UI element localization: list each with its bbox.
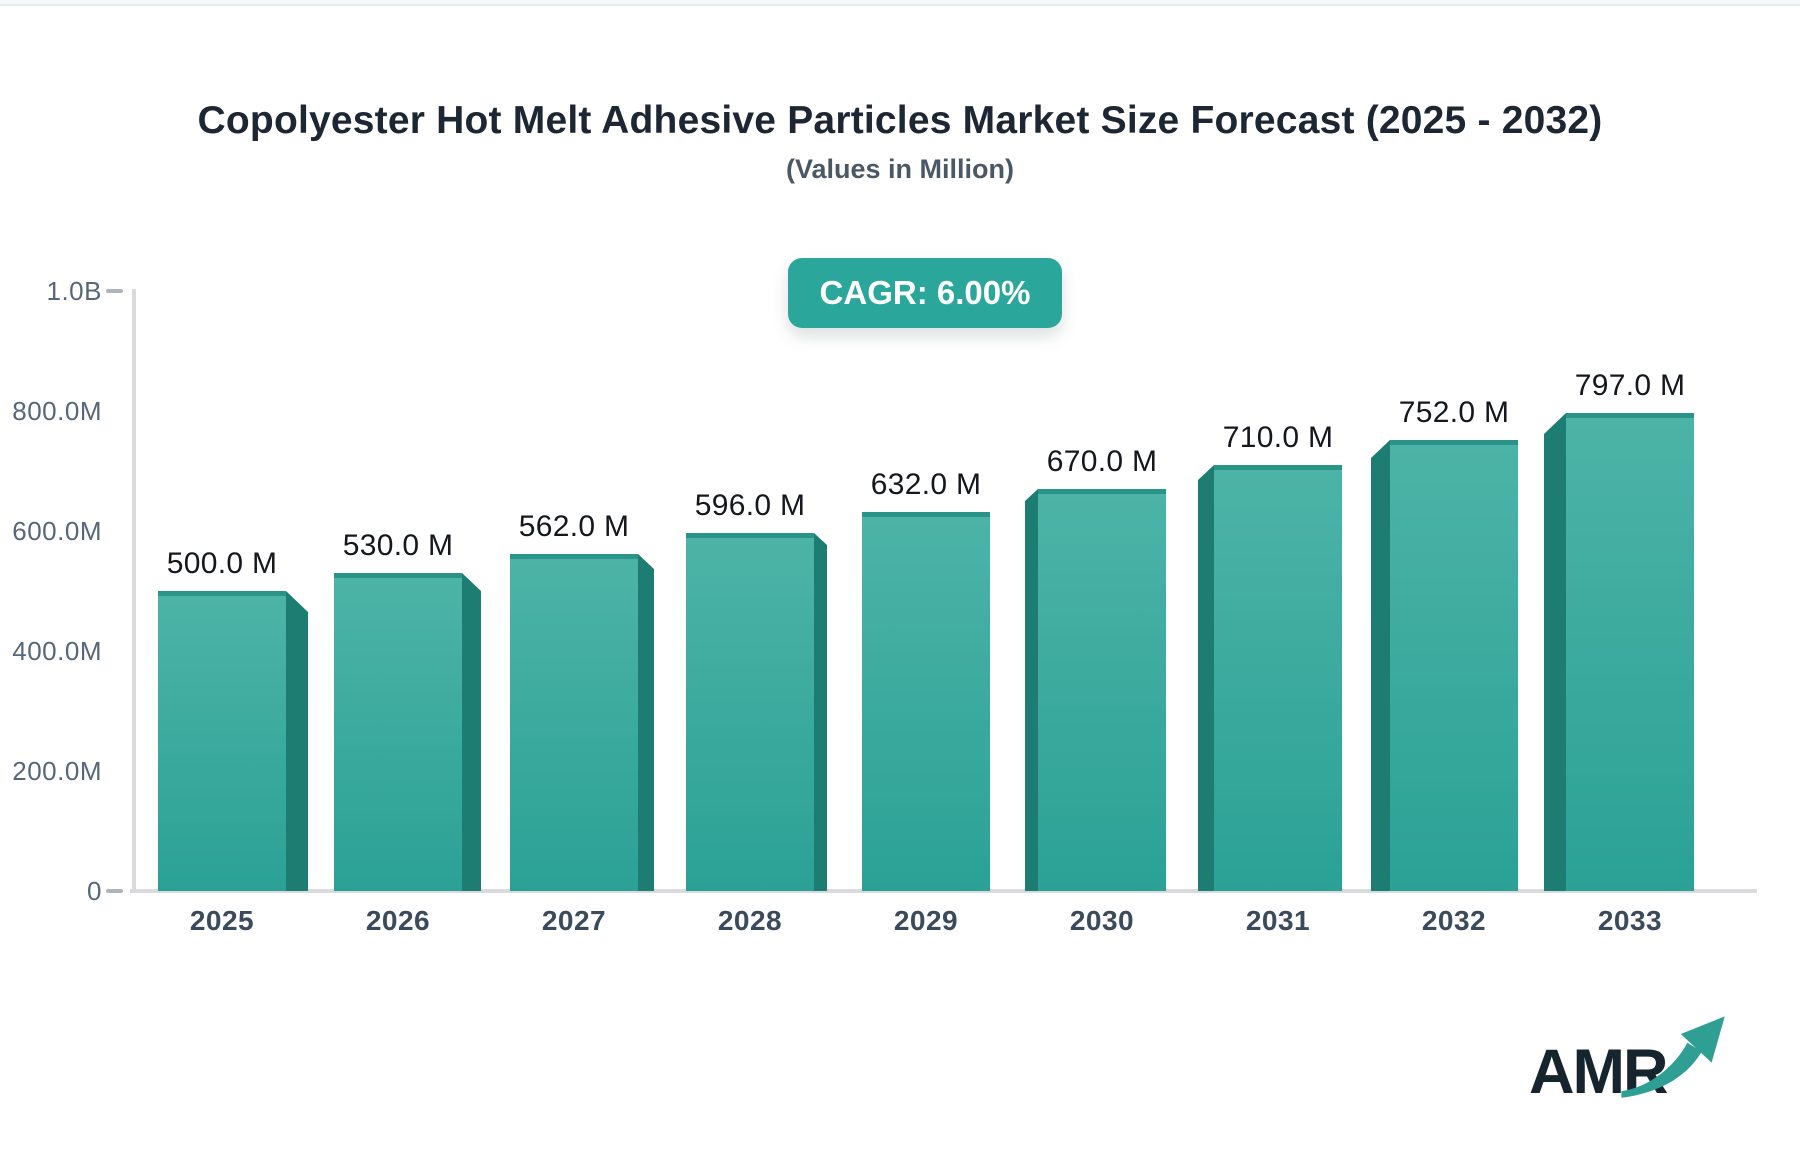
x-tick-label: 2029 (893, 905, 959, 936)
x-tick-label: 2025 (189, 905, 255, 936)
bar-2027[interactable] (510, 554, 638, 891)
bar-2030[interactable] (1038, 489, 1166, 891)
bar-2026[interactable] (334, 573, 462, 891)
amr-logo-text: AMR (1529, 1037, 1668, 1107)
bar-value-label: 596.0 M (694, 489, 806, 522)
bar-value-label: 530.0 M (342, 529, 454, 562)
x-tick-label: 2026 (365, 905, 431, 936)
y-tick-mark (106, 889, 123, 893)
x-tick-label: 2033 (1597, 905, 1663, 936)
bar-side-face (638, 554, 654, 891)
bar-side-face (1198, 465, 1214, 891)
bar-2025[interactable] (158, 591, 286, 891)
bar-2029[interactable] (862, 512, 990, 891)
bar-2033[interactable] (1566, 413, 1694, 891)
bar-2031[interactable] (1214, 465, 1342, 891)
bar-side-face (1544, 413, 1566, 891)
y-tick-label: 1.0B (46, 276, 102, 306)
x-tick-label: 2030 (1069, 905, 1135, 936)
y-tick-label: 0 (87, 876, 102, 906)
card-top-border (0, 4, 1800, 6)
y-tick-label: 600.0M (12, 516, 102, 546)
bar-chart-plot-area: 1.0B 800.0M 600.0M 400.0M 200.0M 0 500.0 M 2025… (0, 4, 1800, 1156)
y-tick-mark (106, 289, 123, 293)
y-tick-label: 200.0M (12, 756, 102, 786)
growth-arrow-icon (1621, 1016, 1725, 1098)
x-axis-line (130, 889, 1757, 893)
chart-subtitle: (Values in Million) (785, 154, 1015, 184)
bar-value-label: 632.0 M (870, 468, 982, 501)
x-tick-label: 2031 (1245, 905, 1311, 936)
x-tick-label: 2027 (541, 905, 607, 936)
bar-value-label: 562.0 M (518, 510, 630, 543)
x-tick-label: 2032 (1421, 905, 1487, 936)
bar-side-face (286, 591, 308, 891)
y-tick-label: 400.0M (12, 636, 102, 666)
bar-value-label: 710.0 M (1222, 421, 1334, 454)
bar-side-face (814, 533, 827, 891)
bar-value-label: 670.0 M (1046, 445, 1158, 478)
bar-value-label: 797.0 M (1574, 369, 1686, 402)
bar-value-label: 752.0 M (1398, 396, 1510, 429)
x-tick-label: 2028 (717, 905, 783, 936)
page-title: Copolyester Hot Melt Adhesive Particles … (197, 99, 1603, 142)
amr-logo: AMR (1523, 1012, 1743, 1117)
cagr-badge: CAGR: 6.00% (788, 258, 1062, 328)
bar-side-face (1025, 489, 1038, 891)
y-tick-label: 800.0M (12, 396, 102, 426)
bar-side-face (462, 573, 481, 891)
y-axis-line (132, 289, 136, 893)
bar-side-face (1371, 440, 1390, 891)
bar-2028[interactable] (686, 533, 814, 891)
bar-2032[interactable] (1390, 440, 1518, 891)
bar-value-label: 500.0 M (166, 547, 278, 580)
